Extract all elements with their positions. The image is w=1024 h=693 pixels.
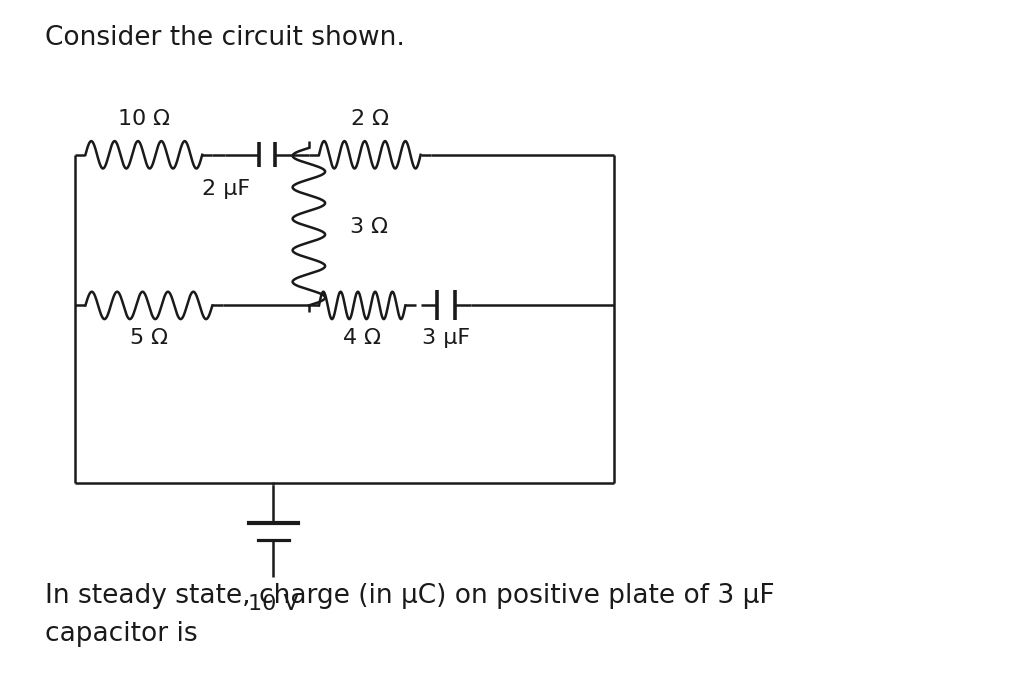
Text: 4 $\Omega$: 4 $\Omega$ (342, 328, 381, 348)
Text: 3 $\Omega$: 3 $\Omega$ (349, 217, 389, 237)
Text: 2 μF: 2 μF (202, 179, 250, 199)
Text: 2 $\Omega$: 2 $\Omega$ (350, 109, 389, 129)
Text: 5 $\Omega$: 5 $\Omega$ (129, 328, 168, 348)
Text: 10 $\Omega$: 10 $\Omega$ (117, 109, 170, 129)
Text: 10 V: 10 V (248, 595, 299, 615)
Text: 3 μF: 3 μF (422, 328, 470, 348)
Text: In steady state, charge (in μC) on positive plate of 3 μF
capacitor is: In steady state, charge (in μC) on posit… (45, 583, 774, 647)
Text: Consider the circuit shown.: Consider the circuit shown. (45, 25, 404, 51)
